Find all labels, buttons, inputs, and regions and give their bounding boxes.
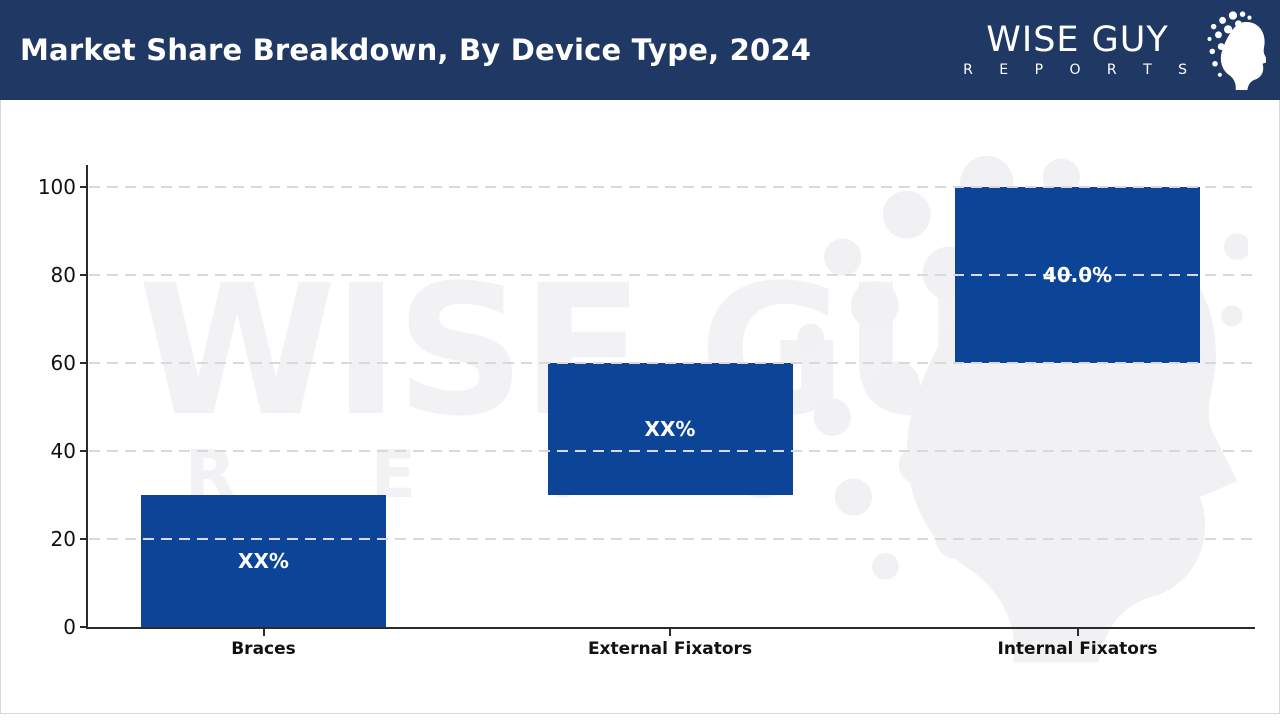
x-axis-tick	[669, 629, 671, 636]
bar-braces	[141, 495, 386, 627]
brand-logo: WISE GUY R E P O R T S	[957, 8, 1280, 92]
x-tick-label: Internal Fixators	[997, 639, 1158, 659]
x-tick-label: Braces	[231, 639, 296, 659]
y-axis-tick	[80, 538, 88, 540]
y-gridline	[89, 274, 1255, 276]
brand-subtitle: R E P O R T S	[963, 61, 1198, 78]
y-axis-tick	[80, 362, 88, 364]
y-tick-label: 40	[50, 439, 76, 463]
y-tick-label: 80	[50, 263, 76, 287]
y-gridline	[89, 362, 1255, 364]
y-tick-label: 20	[50, 527, 76, 551]
x-axis-spine	[86, 627, 1255, 629]
y-axis-tick	[80, 186, 88, 188]
y-gridline	[89, 450, 1255, 452]
y-tick-label: 0	[63, 615, 76, 639]
left-edge-border	[0, 100, 1, 714]
bar-value-label: 40.0%	[1042, 263, 1113, 287]
page-title: Market Share Breakdown, By Device Type, …	[20, 33, 812, 67]
y-tick-label: 60	[50, 351, 76, 375]
y-axis-tick	[80, 626, 88, 628]
x-axis-tick	[1076, 629, 1079, 636]
face-profile-icon	[1207, 11, 1266, 90]
x-axis-tick	[262, 629, 265, 636]
x-tick-label: External Fixators	[587, 639, 753, 659]
y-axis-tick	[80, 450, 88, 452]
y-gridline	[89, 538, 1255, 540]
bar-external-fixators	[547, 363, 793, 495]
y-tick-label: 100	[37, 175, 76, 199]
bottom-edge-border	[0, 713, 1280, 714]
brand-logo-text: WISE GUY R E P O R T S	[957, 19, 1198, 78]
y-axis-spine	[86, 165, 88, 629]
bar-value-label: XX%	[644, 417, 696, 441]
y-axis-tick	[80, 274, 88, 276]
brand-name: WISE GUY	[986, 19, 1169, 60]
bar-value-label: XX%	[238, 549, 289, 573]
header-band: Market Share Breakdown, By Device Type, …	[0, 0, 1280, 100]
y-gridline	[89, 186, 1255, 188]
